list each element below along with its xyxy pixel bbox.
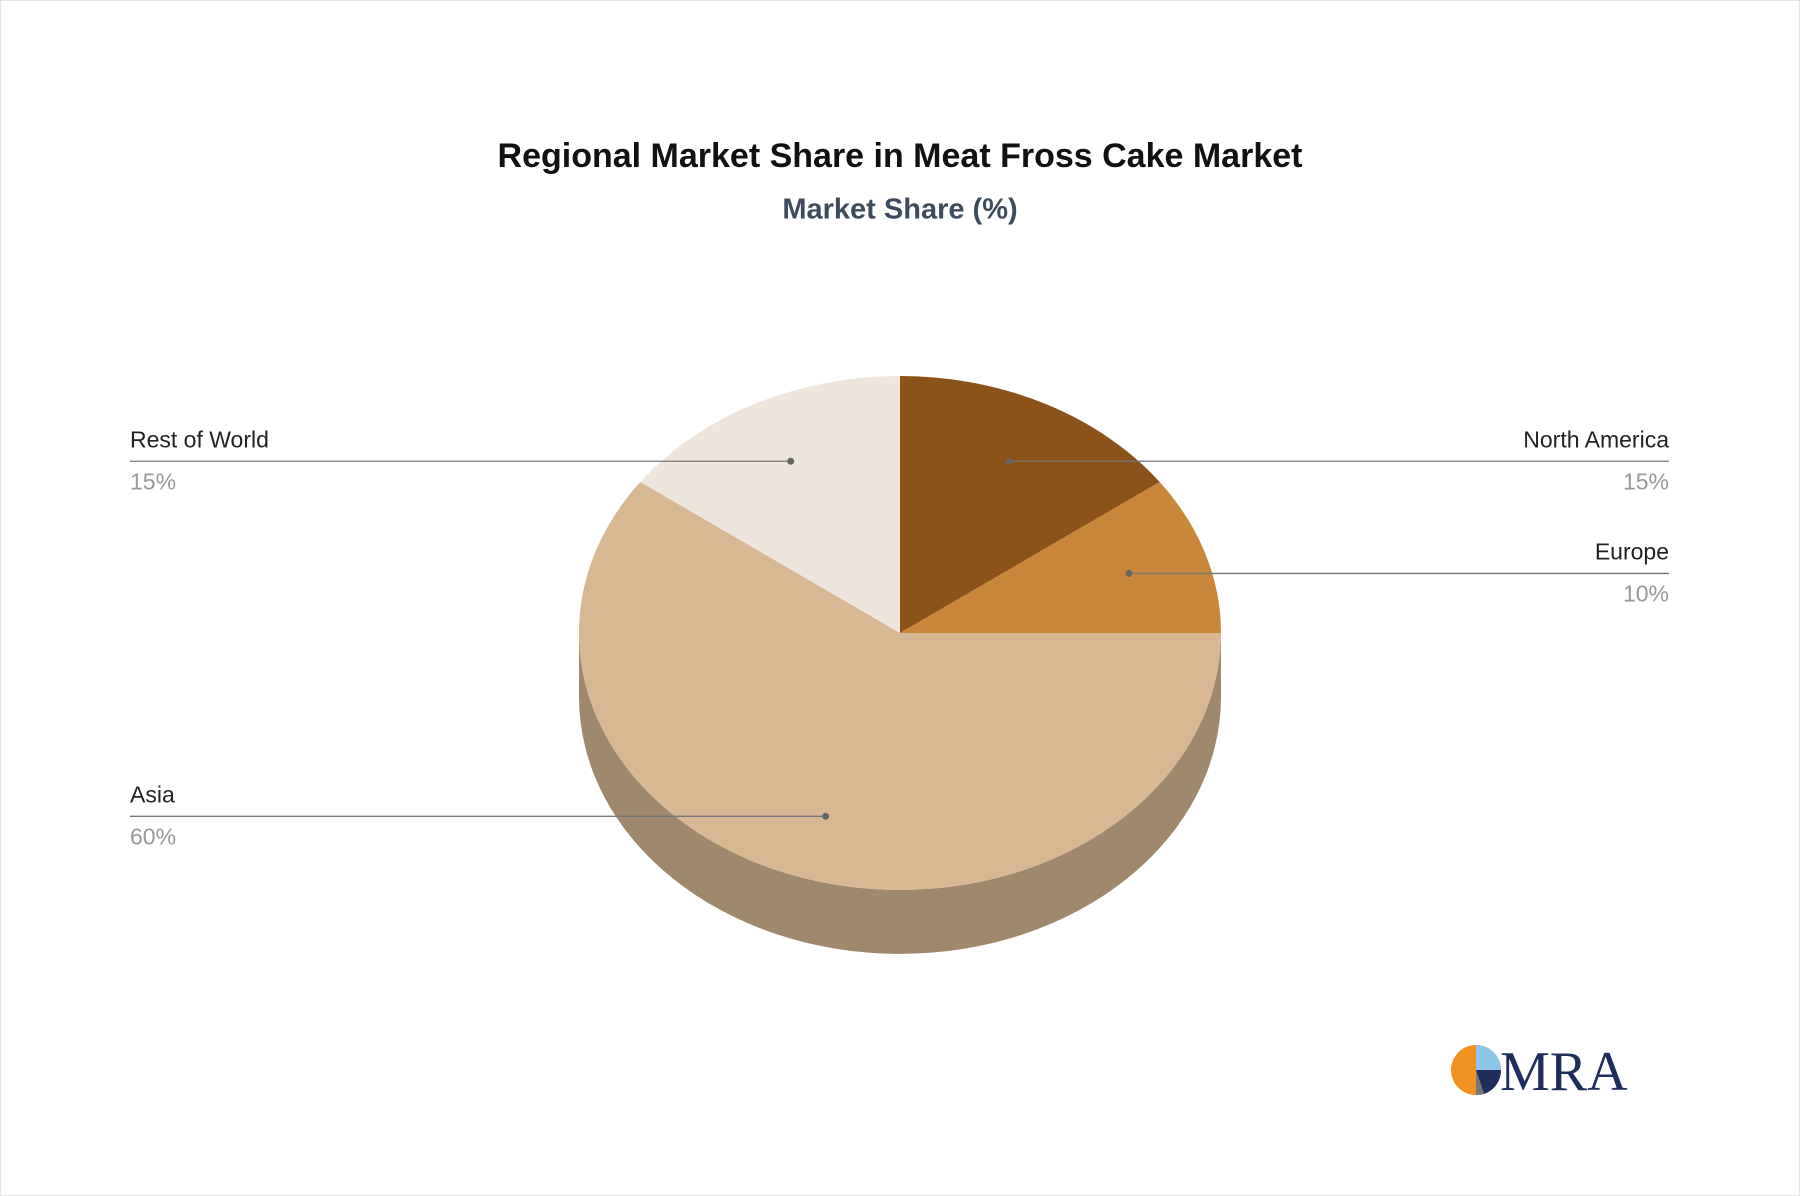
logo-wedge <box>1476 1070 1484 1096</box>
slice <box>578 481 1221 891</box>
leader-dot <box>822 812 830 820</box>
label-value: 15% <box>130 468 176 494</box>
label-name: North America <box>1523 426 1669 452</box>
slice <box>900 376 1160 633</box>
slice-side <box>579 633 1221 954</box>
label-value: 60% <box>130 823 176 849</box>
leader-dot <box>787 457 795 465</box>
logo: MRA <box>1451 1041 1628 1103</box>
logo-text: MRA <box>1500 1041 1628 1103</box>
slice <box>900 481 1221 633</box>
label-name: Asia <box>130 781 175 807</box>
leader-dot <box>1005 457 1013 465</box>
chart-subtitle: Market Share (%) <box>782 194 1017 226</box>
chart-title: Regional Market Share in Meat Fross Cake… <box>498 137 1303 175</box>
label-name: Rest of World <box>130 426 269 452</box>
label-value: 15% <box>1623 468 1669 494</box>
slice <box>640 376 900 633</box>
leader-dot <box>1125 569 1133 577</box>
label-value: 10% <box>1623 580 1669 606</box>
logo-wedge <box>1476 1070 1502 1094</box>
logo-wedge <box>1476 1045 1501 1070</box>
label-name: Europe <box>1595 538 1669 564</box>
